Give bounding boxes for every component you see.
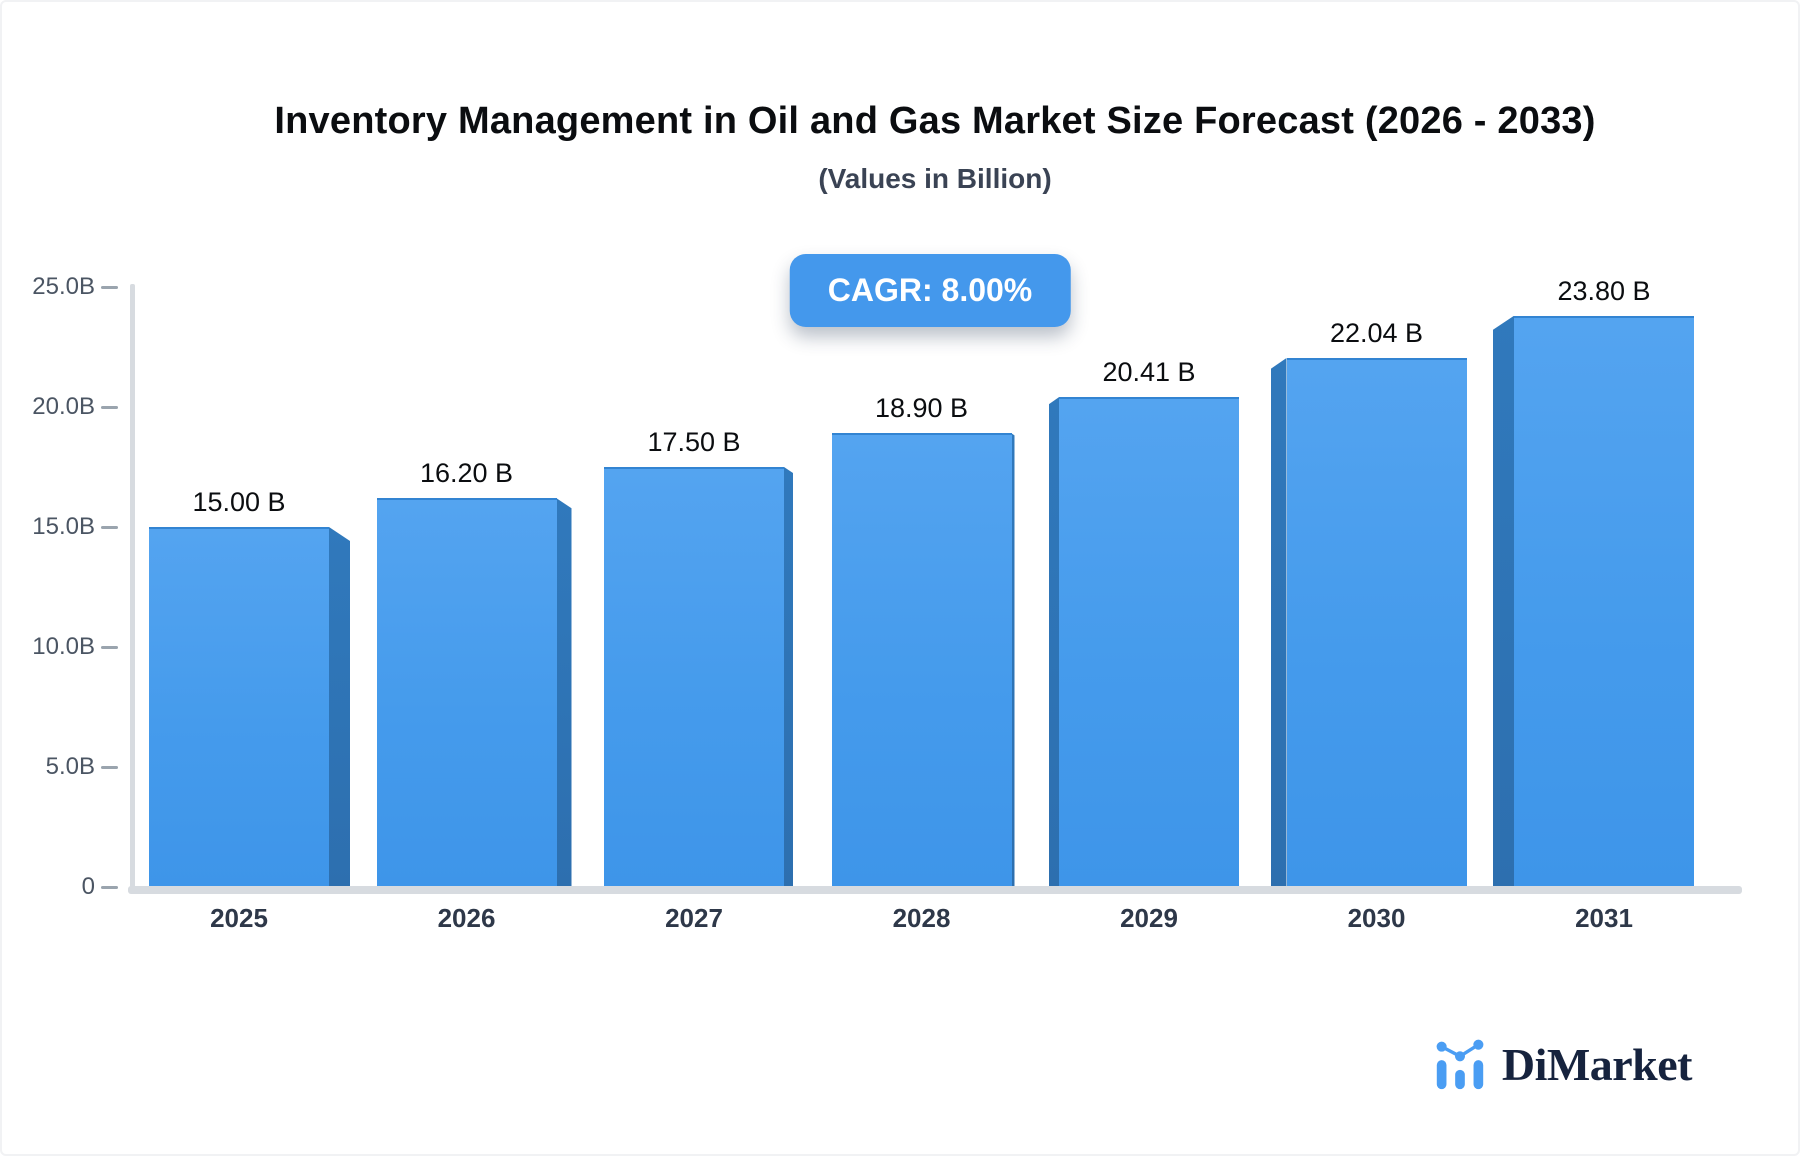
bar-line-chart-icon — [1436, 1039, 1484, 1090]
bar-value-label: 15.00 B — [192, 487, 286, 517]
x-tick-label: 2027 — [665, 903, 723, 933]
bar-side-face — [1049, 397, 1059, 886]
bar — [149, 527, 329, 886]
bar-side-face — [784, 467, 793, 886]
bar-value-label: 20.41 B — [1102, 357, 1196, 388]
cagr-badge: CAGR: 8.00% — [789, 254, 1071, 327]
chart-subtitle: (Values in Billion) — [818, 163, 1052, 194]
x-tick-label: 2030 — [1347, 903, 1406, 933]
y-tick-mark — [101, 525, 118, 529]
bar-value-label: 17.50 B — [647, 427, 741, 457]
y-tick-mark — [101, 885, 118, 889]
bar — [1514, 315, 1694, 886]
bar-value-label: 18.90 B — [874, 393, 969, 424]
chart-title: Inventory Management in Oil and Gas Mark… — [274, 100, 1596, 142]
x-tick-label: 2031 — [1575, 903, 1633, 933]
y-tick-mark — [101, 285, 118, 289]
bar-side-face — [1493, 315, 1514, 886]
y-tick-label: 15.0B — [32, 513, 95, 540]
y-tick-mark — [101, 405, 118, 409]
y-tick-mark — [101, 645, 118, 649]
x-tick-label: 2026 — [437, 903, 496, 933]
brand-logo-text: DiMarket — [1501, 1039, 1693, 1090]
y-tick-label: 5.0B — [45, 753, 95, 780]
y-axis-line — [130, 284, 135, 894]
bar-value-label: 23.80 B — [1557, 275, 1651, 306]
y-tick-mark — [101, 765, 118, 769]
y-tick-label: 10.0B — [32, 633, 95, 660]
bar — [831, 433, 1012, 886]
x-tick-label: 2029 — [1120, 903, 1178, 933]
bar — [376, 498, 557, 886]
x-axis-baseline — [128, 886, 1742, 894]
y-tick-label: 0 — [81, 873, 95, 900]
bar-side-face — [1270, 358, 1287, 886]
bar-side-face — [1011, 433, 1015, 886]
bar — [604, 467, 784, 886]
bar-value-label: 16.20 B — [419, 458, 514, 489]
brand-logo: DiMarket — [1431, 1036, 1693, 1094]
bar-value-label: 22.04 B — [1329, 318, 1424, 349]
bar-side-face — [329, 527, 350, 886]
x-tick-label: 2025 — [210, 903, 268, 933]
bar — [1286, 358, 1467, 886]
y-tick-label: 20.0B — [32, 393, 95, 420]
y-tick-label: 25.0B — [32, 273, 95, 300]
bar — [1059, 397, 1239, 886]
x-tick-label: 2028 — [892, 903, 951, 933]
bar-side-face — [556, 498, 572, 886]
